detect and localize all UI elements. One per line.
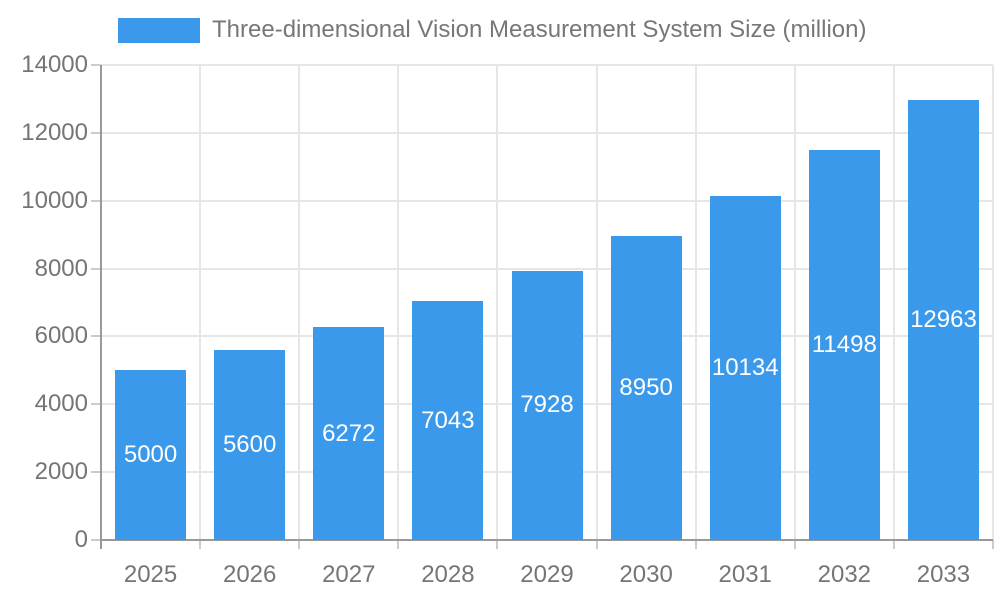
y-axis-label: 2000 [34,458,88,486]
x-gridline [298,65,301,540]
y-gridline [101,131,993,134]
y-axis-label: 10000 [21,186,88,214]
x-axis-label: 2029 [520,561,574,588]
x-axis-label: 2033 [916,561,971,588]
bar-value-label: 7928 [520,391,574,419]
x-axis-tick [496,540,499,549]
x-axis-label: 2028 [421,561,475,588]
bar-value-label: 7043 [421,406,475,434]
y-gridline [101,267,993,270]
x-gridline [793,65,796,540]
bar-value-label: 11498 [811,330,877,358]
x-axis-tick [397,540,400,549]
x-axis-tick [793,540,796,549]
bar-value-label: 5000 [123,441,178,469]
y-axis-label: 6000 [34,322,88,350]
y-axis-label: 12000 [21,118,88,146]
x-axis-tick [892,540,895,549]
bar[interactable]: 5000 [115,370,187,540]
y-axis-tick [91,403,101,406]
bar[interactable]: 5600 [214,350,286,540]
y-axis-tick [91,539,101,541]
x-gridline [199,65,202,540]
y-axis-label: 8000 [34,254,88,282]
bar[interactable]: 12963 [907,100,979,540]
y-axis-label: 0 [74,526,88,553]
x-gridline [397,65,400,540]
x-axis-tick [199,540,202,549]
y-axis-tick [91,267,101,270]
x-axis-line [101,539,993,541]
x-axis-tick [595,540,598,549]
bar[interactable]: 10134 [709,196,781,540]
x-axis-label: 2031 [718,561,772,588]
x-axis-tick [298,540,301,549]
x-axis-label: 2025 [123,561,178,588]
x-gridline [496,65,499,540]
bar-value-label: 6272 [322,419,376,447]
bar-value-label: 8950 [619,374,673,402]
legend-swatch-icon[interactable] [118,17,200,43]
y-axis-tick [91,199,101,202]
legend[interactable]: Three-dimensional Vision Measurement Sys… [118,16,866,44]
y-axis-line [100,65,102,549]
y-gridline [101,199,993,202]
x-gridline [992,65,994,540]
bar-value-label: 12963 [910,306,977,334]
y-axis-label: 4000 [34,390,88,418]
bar[interactable]: 7043 [412,301,484,540]
legend-label[interactable]: Three-dimensional Vision Measurement Sys… [212,16,867,43]
y-axis-label: 14000 [21,51,88,78]
bar-value-label: 10134 [711,354,779,382]
x-axis-label: 2026 [222,561,277,588]
bar[interactable]: 11498 [808,149,880,540]
bar[interactable]: 8950 [610,236,682,540]
x-gridline [694,65,697,540]
y-axis-tick [91,471,101,474]
bar-value-label: 5600 [222,431,277,458]
y-axis-tick [91,131,101,134]
bar[interactable]: 7928 [511,271,583,540]
bar[interactable]: 6272 [313,327,385,540]
y-axis-tick [91,64,101,66]
x-axis-tick [992,540,994,549]
x-gridline [892,65,895,540]
x-axis-tick [694,540,697,549]
x-axis-label: 2030 [619,561,673,588]
x-axis-label: 2027 [322,561,376,588]
x-axis-label: 2032 [817,561,872,588]
y-gridline [101,64,993,66]
x-gridline [595,65,598,540]
y-axis-tick [91,335,101,338]
